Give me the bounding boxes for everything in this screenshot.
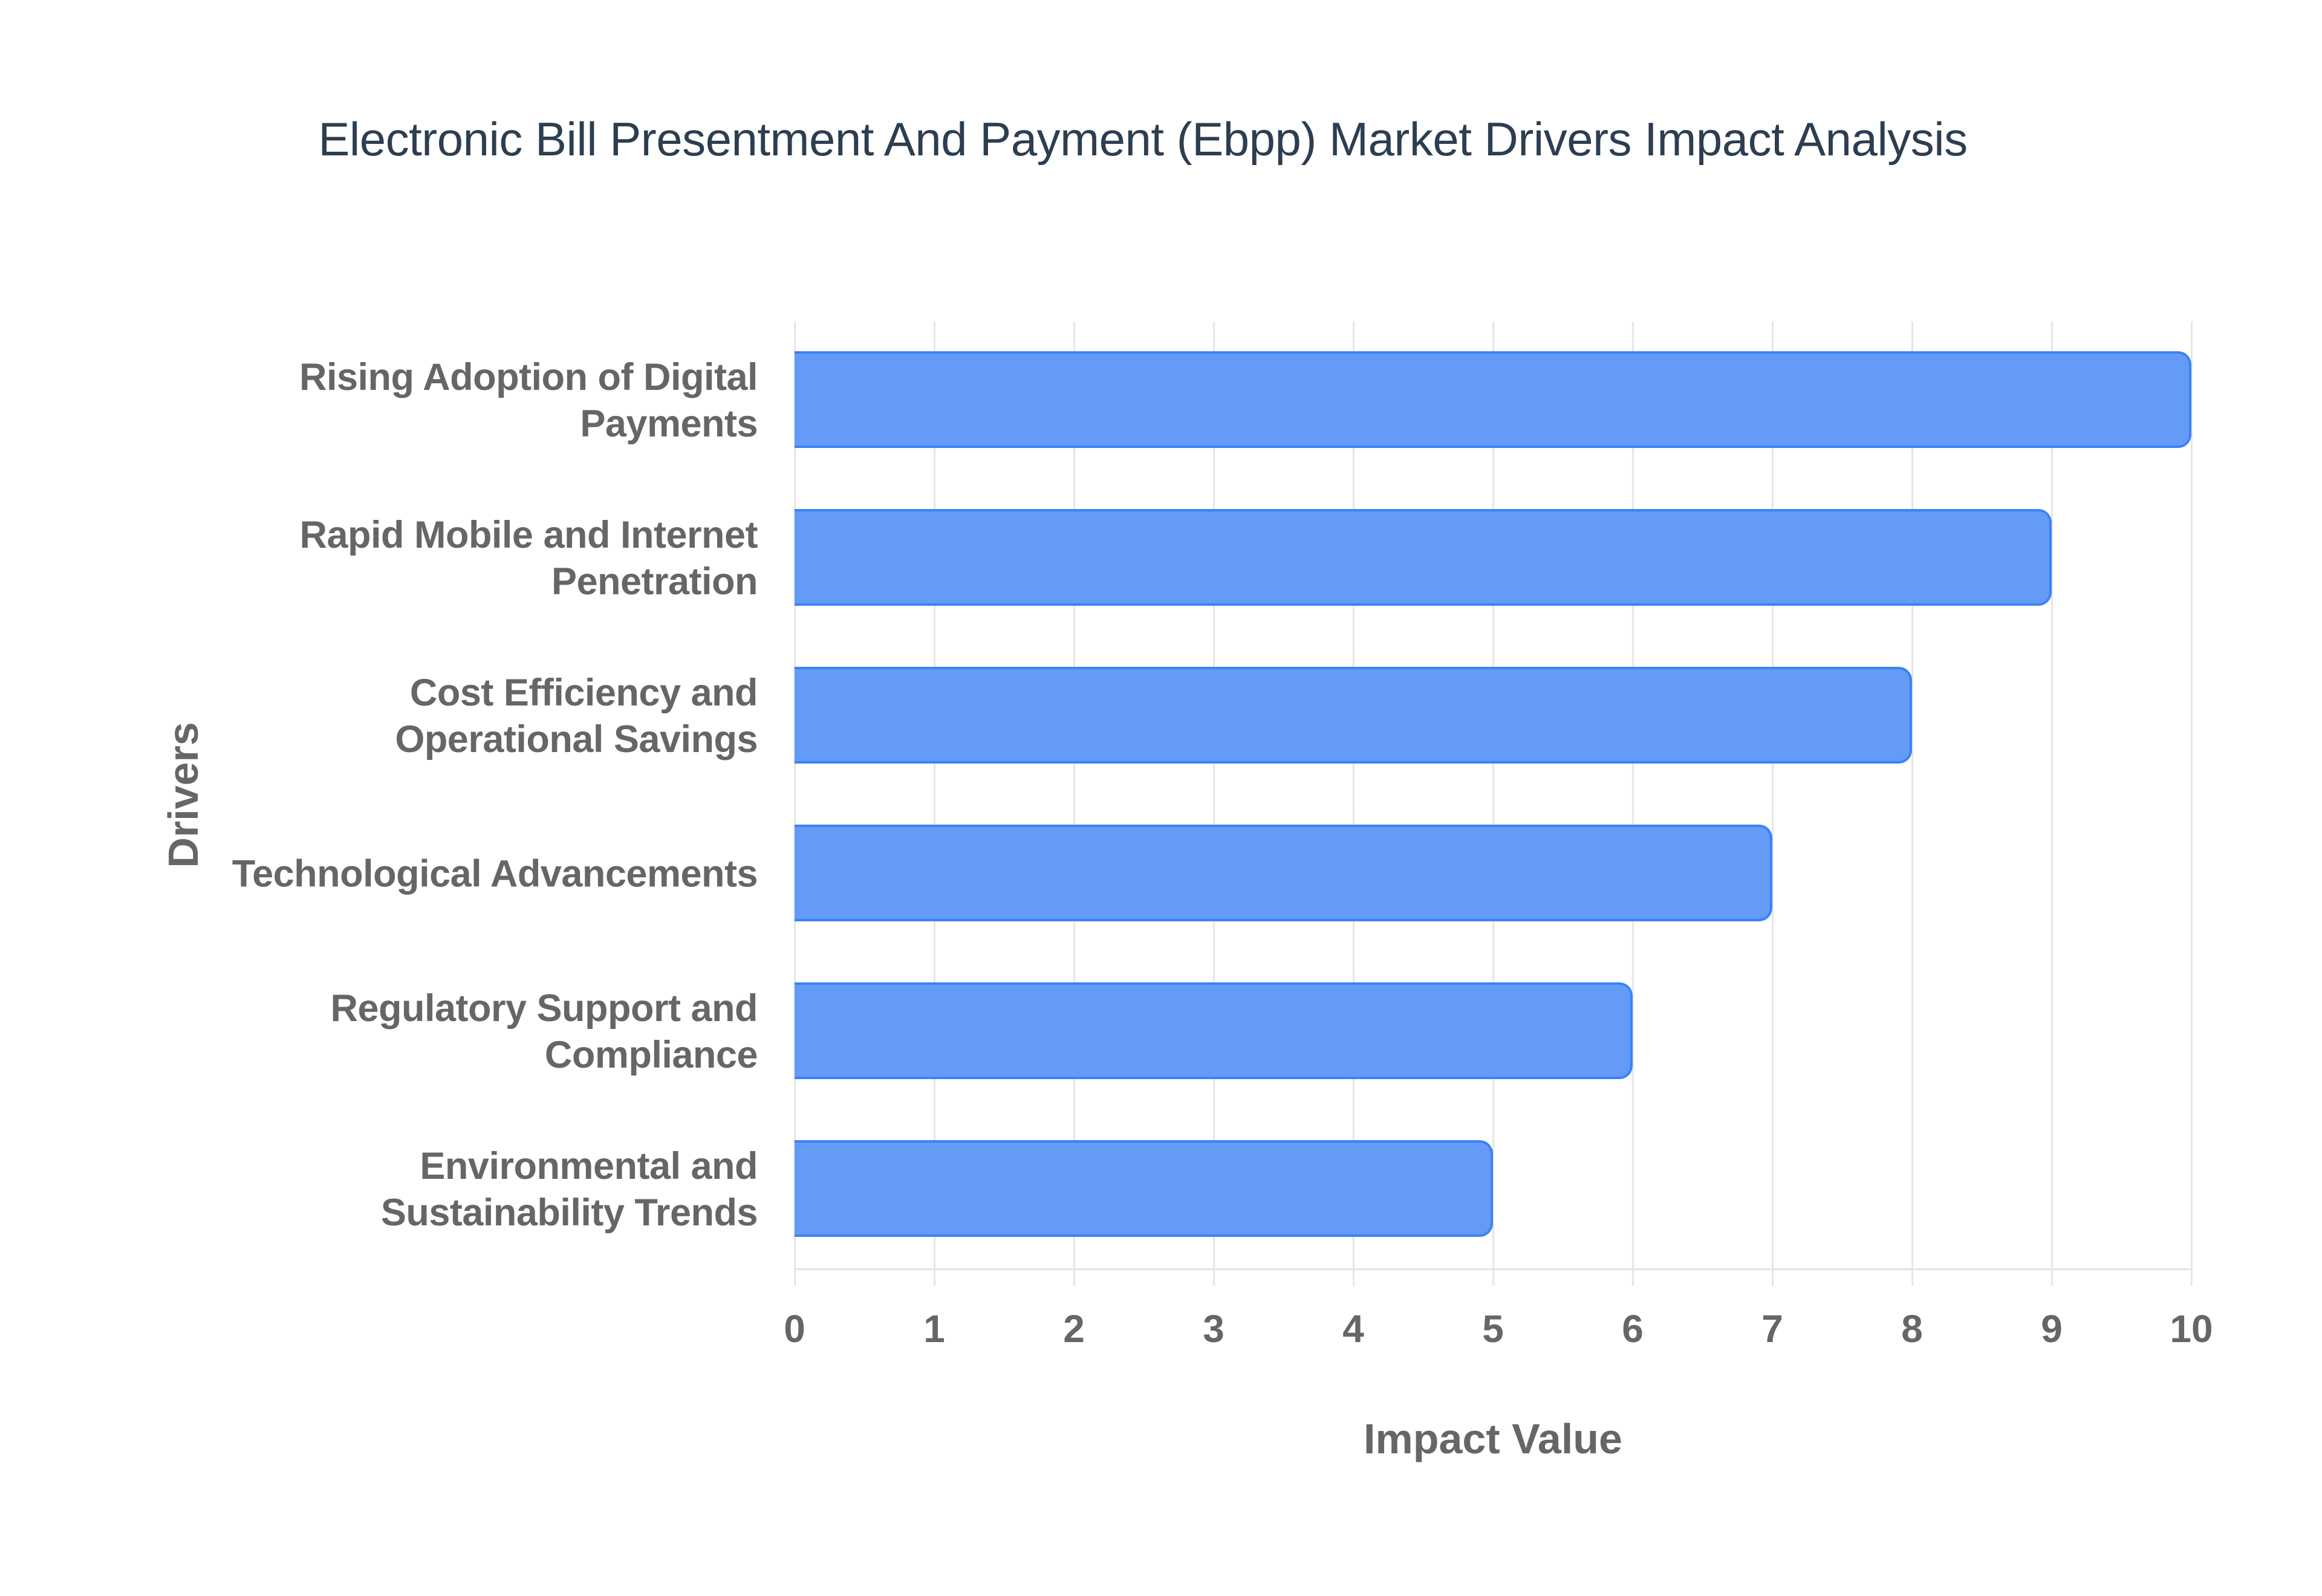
- y-category-label: Technological Advancements: [213, 851, 758, 898]
- gridline: [794, 322, 796, 1286]
- x-tick-label: 8: [1901, 1307, 1923, 1351]
- y-category-label: Rising Adoption of Digital Payments: [213, 354, 758, 447]
- bar[interactable]: [795, 1140, 1493, 1238]
- y-category-label: Cost Efficiency and Operational Savings: [213, 670, 758, 763]
- bar[interactable]: [795, 351, 2191, 448]
- y-category-label-line: Rising Adoption of Digital: [299, 355, 758, 398]
- gridline: [2191, 322, 2193, 1286]
- x-tick-label: 2: [1063, 1307, 1085, 1351]
- x-tick-label: 10: [2170, 1307, 2213, 1351]
- bar[interactable]: [795, 825, 1772, 922]
- bar[interactable]: [795, 508, 2052, 606]
- bar[interactable]: [795, 666, 1912, 764]
- gridline: [1492, 322, 1494, 1286]
- x-tick-label: 0: [784, 1307, 805, 1351]
- y-category-label-line: Sustainability Trends: [380, 1192, 758, 1234]
- plot-area: [794, 322, 2193, 1286]
- x-axis-line: [795, 1268, 2193, 1270]
- x-tick-label: 7: [1761, 1307, 1783, 1351]
- bar[interactable]: [795, 982, 1633, 1080]
- x-tick-label: 6: [1622, 1307, 1644, 1351]
- gridline: [1632, 322, 1634, 1286]
- gridline: [1073, 322, 1075, 1286]
- gridline: [1353, 322, 1354, 1286]
- gridline: [934, 322, 935, 1286]
- y-category-label-line: Payments: [580, 402, 758, 445]
- y-category-label-line: Rapid Mobile and Internet: [299, 513, 758, 556]
- y-category-label-line: Penetration: [551, 560, 758, 603]
- y-category-label: Regulatory Support and Compliance: [213, 985, 758, 1079]
- x-tick-label: 5: [1482, 1307, 1504, 1351]
- gridline: [1772, 322, 1774, 1286]
- x-tick-label: 9: [2041, 1307, 2063, 1351]
- y-category-label-line: Compliance: [544, 1034, 758, 1077]
- x-tick-label: 3: [1203, 1307, 1224, 1351]
- gridline: [1911, 322, 1913, 1286]
- chart-title: Electronic Bill Presentment And Payment …: [318, 112, 1968, 166]
- y-category-label: Environmental and Sustainability Trends: [213, 1143, 758, 1236]
- gridline: [1213, 322, 1215, 1286]
- y-category-label-line: Operational Savings: [395, 718, 758, 761]
- x-axis-title: Impact Value: [1364, 1415, 1622, 1462]
- x-tick-label: 4: [1342, 1307, 1364, 1351]
- gridline: [2051, 322, 2053, 1286]
- y-category-label: Rapid Mobile and Internet Penetration: [213, 512, 758, 605]
- y-category-label-line: Environmental and: [420, 1145, 758, 1188]
- y-axis-title: Drivers: [160, 722, 207, 868]
- x-tick-label: 1: [923, 1307, 945, 1351]
- y-category-label-line: Technological Advancements: [232, 852, 758, 895]
- y-category-label-line: Regulatory Support and: [330, 987, 758, 1030]
- y-category-label-line: Cost Efficiency and: [409, 671, 758, 714]
